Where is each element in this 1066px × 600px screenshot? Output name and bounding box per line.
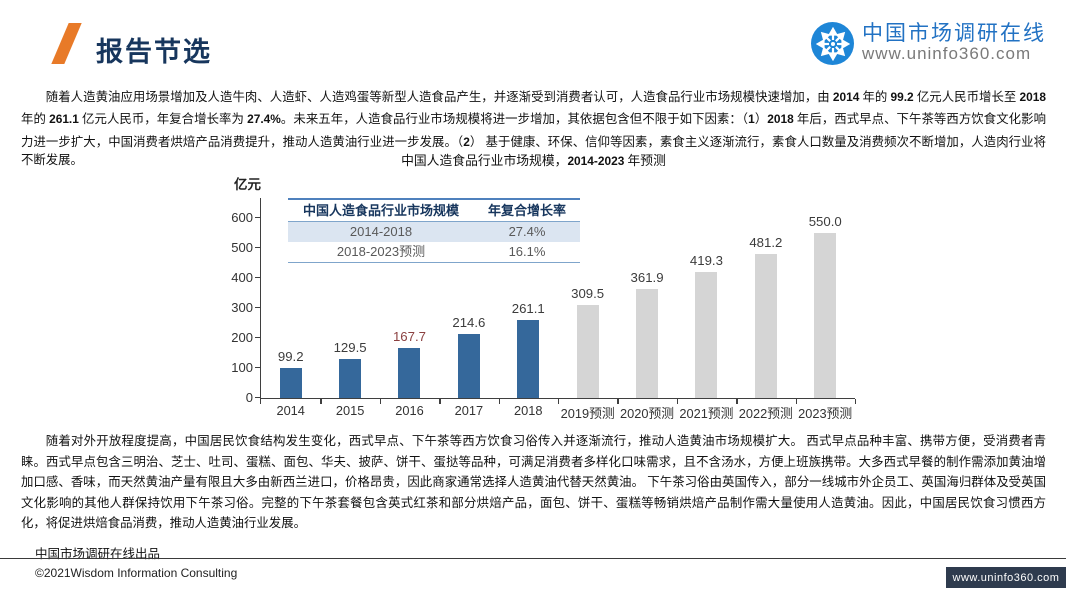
x-axis-tick-mark <box>498 399 500 404</box>
bar-2023预测 <box>814 233 837 398</box>
y-axis-tick-label: 400 <box>231 270 253 285</box>
bar-group-2020预测: 361.9 2020预测 <box>617 198 676 421</box>
bar-group-2021预测: 419.3 2021预测 <box>677 198 736 421</box>
bar-2021预测 <box>695 272 718 398</box>
bar-group-2016: 167.7 2016 <box>380 198 439 418</box>
y-axis-tick-mark <box>255 306 261 308</box>
cagr-table-header-scope: 中国人造食品行业市场规模 <box>302 203 459 218</box>
logo-site-name: 中国市场调研在线 <box>862 22 1046 45</box>
x-axis-tick-mark <box>260 399 262 404</box>
footer-copyright: ©2021Wisdom Information Consulting <box>35 566 238 580</box>
x-axis-tick-mark <box>439 399 441 404</box>
cagr-period-actual: 2014-2018 <box>349 224 413 239</box>
cagr-period-forecast: 2018-2023预测 <box>336 244 426 259</box>
cagr-rate-actual: 27.4% <box>508 224 546 239</box>
x-axis-label: 2023预测 <box>798 406 853 421</box>
section-title: 报告节选 <box>96 37 212 67</box>
x-axis-tick-mark <box>795 399 797 404</box>
bar-2017 <box>457 333 480 398</box>
x-axis-label: 2018 <box>514 403 543 418</box>
bar-value-label: 309.5 <box>571 286 605 302</box>
cagr-table-header-rate: 年复合增长率 <box>487 203 566 218</box>
x-axis-label: 2017 <box>454 403 484 418</box>
footer-divider <box>0 558 1066 559</box>
x-axis-label: 2020预测 <box>620 406 675 421</box>
cagr-table: 中国人造食品行业市场规模 年复合增长率 2014-2018 27.4% 2018… <box>288 198 580 263</box>
y-axis-tick-mark <box>255 366 261 368</box>
y-axis-tick-label: 0 <box>245 390 253 405</box>
y-axis-tick-mark <box>255 336 261 338</box>
x-axis-label: 2019预测 <box>560 406 615 421</box>
x-axis-tick-mark <box>736 399 738 404</box>
y-axis-tick-label: 300 <box>231 300 253 315</box>
x-axis-tick-mark <box>558 399 560 404</box>
orange-slash-decoration <box>51 23 82 64</box>
chart-title: 中国人造食品行业市场规模，2014-2023 年预测 <box>401 154 666 168</box>
cagr-table-row-forecast: 2018-2023预测 16.1% <box>288 242 580 262</box>
x-axis-label: 2016 <box>395 403 424 418</box>
chart-plot: 中国人造食品行业市场规模 年复合增长率 2014-2018 27.4% 2018… <box>231 198 857 421</box>
bar-group-2015: 129.5 2015 <box>320 198 379 418</box>
bar-value-label: 481.2 <box>749 234 783 250</box>
bar-value-label: 261.1 <box>511 300 545 316</box>
bar-value-label: 419.3 <box>689 253 723 269</box>
site-logo[interactable]: 中国市场调研在线 www.uninfo360.com <box>811 22 1046 65</box>
bar-group-2023预测: 550.0 2023预测 <box>796 198 855 421</box>
bar-group-2014: 99.2 2014 <box>261 198 320 418</box>
bar-group-2018: 261.1 2018 <box>499 198 558 418</box>
bar-value-label: 550.0 <box>808 214 842 229</box>
footer-site-link[interactable]: www.uninfo360.com <box>946 567 1066 588</box>
y-axis-tick-mark <box>255 396 261 398</box>
bar-value-label: 99.2 <box>277 349 304 365</box>
footer-produced-by: 中国市场调研在线出品 <box>35 547 161 561</box>
logo-site-url[interactable]: www.uninfo360.com <box>862 44 1032 64</box>
snowflake-logo-icon <box>811 22 854 65</box>
y-axis-tick-mark <box>255 246 261 248</box>
y-axis-tick-label: 100 <box>231 360 253 375</box>
bar-2022预测 <box>754 253 777 398</box>
y-axis-tick-label: 200 <box>231 330 253 345</box>
x-axis-tick-mark <box>855 399 857 404</box>
x-axis-tick-mark <box>320 399 322 404</box>
intro-paragraph-tail: 不断发展。 <box>21 153 83 167</box>
x-axis-tick-mark <box>676 399 679 404</box>
y-axis-tick-mark <box>255 276 261 278</box>
y-axis-tick-label: 600 <box>231 210 253 225</box>
cagr-table-header-row: 中国人造食品行业市场规模 年复合增长率 <box>288 200 580 222</box>
cagr-table-row-actual: 2014-2018 27.4% <box>288 222 580 242</box>
bar-value-label: 361.9 <box>630 270 664 286</box>
bar-2018 <box>517 319 540 398</box>
bar-value-label: 129.5 <box>333 340 367 356</box>
x-axis-label: 2022预测 <box>738 406 793 421</box>
bar-2020预测 <box>636 289 659 398</box>
bar-group-2019预测: 309.5 2019预测 <box>558 198 617 421</box>
intro-paragraph: 随着人造黄油应用场景增加及人造牛肉、人造虾、人造鸡蛋等新型人造食品产生，并逐渐受… <box>21 90 1046 149</box>
y-axis-tick-label: 500 <box>231 240 253 255</box>
cagr-rate-forecast: 16.1% <box>508 244 546 259</box>
bar-value-label: 167.7 <box>392 328 426 344</box>
y-axis-tick-mark <box>255 216 261 218</box>
x-axis-label: 2021预测 <box>679 406 734 421</box>
x-axis-label: 2015 <box>335 403 365 418</box>
market-size-bar-chart: 亿元 中国人造食品行业市场规模 年复合增长率 2014-2018 27.4% 2… <box>214 172 894 422</box>
x-axis-tick-mark <box>379 399 382 404</box>
chart-title-row: 不断发展。 中国人造食品行业市场规模，2014-2023 年预测 <box>21 150 1046 172</box>
bar-2014 <box>279 368 302 398</box>
x-axis-label: 2014 <box>276 403 305 418</box>
bar-group-2017: 214.6 2017 <box>439 198 498 418</box>
bar-2019预测 <box>576 305 599 398</box>
bar-2015 <box>339 359 362 398</box>
bar-group-2022预测: 481.2 2022预测 <box>736 198 795 421</box>
x-axis-tick-mark <box>617 399 619 404</box>
bar-2016 <box>398 347 421 398</box>
body-paragraph: 随着对外开放程度提高，中国居民饮食结构发生变化，西式早点、下午茶等西方饮食习俗传… <box>21 434 1046 531</box>
y-axis-unit-label: 亿元 <box>234 177 261 192</box>
bar-value-label: 214.6 <box>452 314 486 330</box>
